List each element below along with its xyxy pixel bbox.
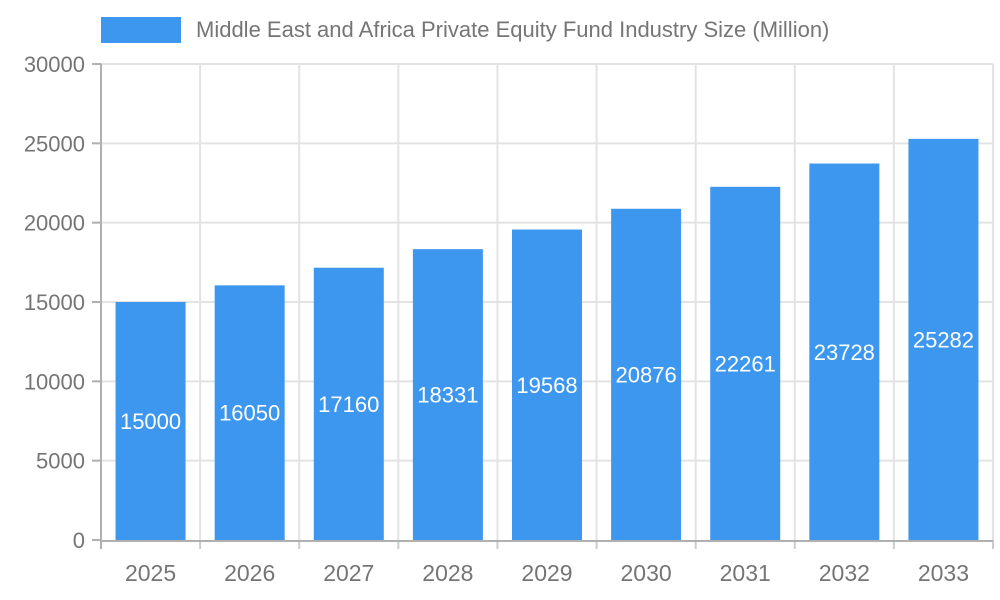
y-axis-tick-label: 10000 xyxy=(24,369,85,394)
y-axis-tick-label: 30000 xyxy=(24,52,85,77)
y-axis-tick-label: 15000 xyxy=(24,290,85,315)
x-axis-tick-label: 2025 xyxy=(125,560,176,586)
bar-2030[interactable] xyxy=(611,208,682,541)
bar-value-label: 22261 xyxy=(715,351,776,376)
bar-value-label: 16050 xyxy=(219,401,280,426)
bar-2028[interactable] xyxy=(412,249,483,540)
x-axis-tick-label: 2026 xyxy=(224,560,275,586)
bar-value-label: 25282 xyxy=(913,327,974,352)
x-axis-tick-label: 2031 xyxy=(720,560,771,586)
legend-label: Middle East and Africa Private Equity Fu… xyxy=(196,17,830,42)
bar-value-label: 23728 xyxy=(814,340,875,365)
bar-2029[interactable] xyxy=(512,229,582,541)
x-axis-tick-label: 2027 xyxy=(323,560,374,586)
bar-value-label: 19568 xyxy=(516,373,577,398)
x-axis-tick-label: 2032 xyxy=(819,560,870,586)
bar-2031[interactable] xyxy=(710,186,781,541)
bar-2027[interactable] xyxy=(313,267,384,540)
bar-value-label: 20876 xyxy=(616,362,677,387)
y-axis-tick-label: 20000 xyxy=(24,211,85,236)
legend-swatch xyxy=(101,17,181,43)
chart-legend[interactable]: Middle East and Africa Private Equity Fu… xyxy=(101,17,829,43)
x-axis-tick-label: 2030 xyxy=(621,560,672,586)
bar-2033[interactable] xyxy=(908,138,979,540)
y-axis-tick-label: 0 xyxy=(73,528,85,553)
bar-value-label: 15000 xyxy=(120,409,181,434)
bar-2026[interactable] xyxy=(214,285,285,540)
x-axis-tick-label: 2029 xyxy=(521,560,572,586)
y-axis-tick-label: 25000 xyxy=(24,131,85,156)
x-axis-tick-label: 2033 xyxy=(918,560,969,586)
x-axis-tick-label: 2028 xyxy=(422,560,473,586)
bar-value-label: 18331 xyxy=(417,383,478,408)
bar-value-label: 17160 xyxy=(318,392,379,417)
y-axis-tick-label: 5000 xyxy=(36,449,85,474)
bar-2025[interactable] xyxy=(115,302,186,540)
bar-2032[interactable] xyxy=(809,163,880,540)
